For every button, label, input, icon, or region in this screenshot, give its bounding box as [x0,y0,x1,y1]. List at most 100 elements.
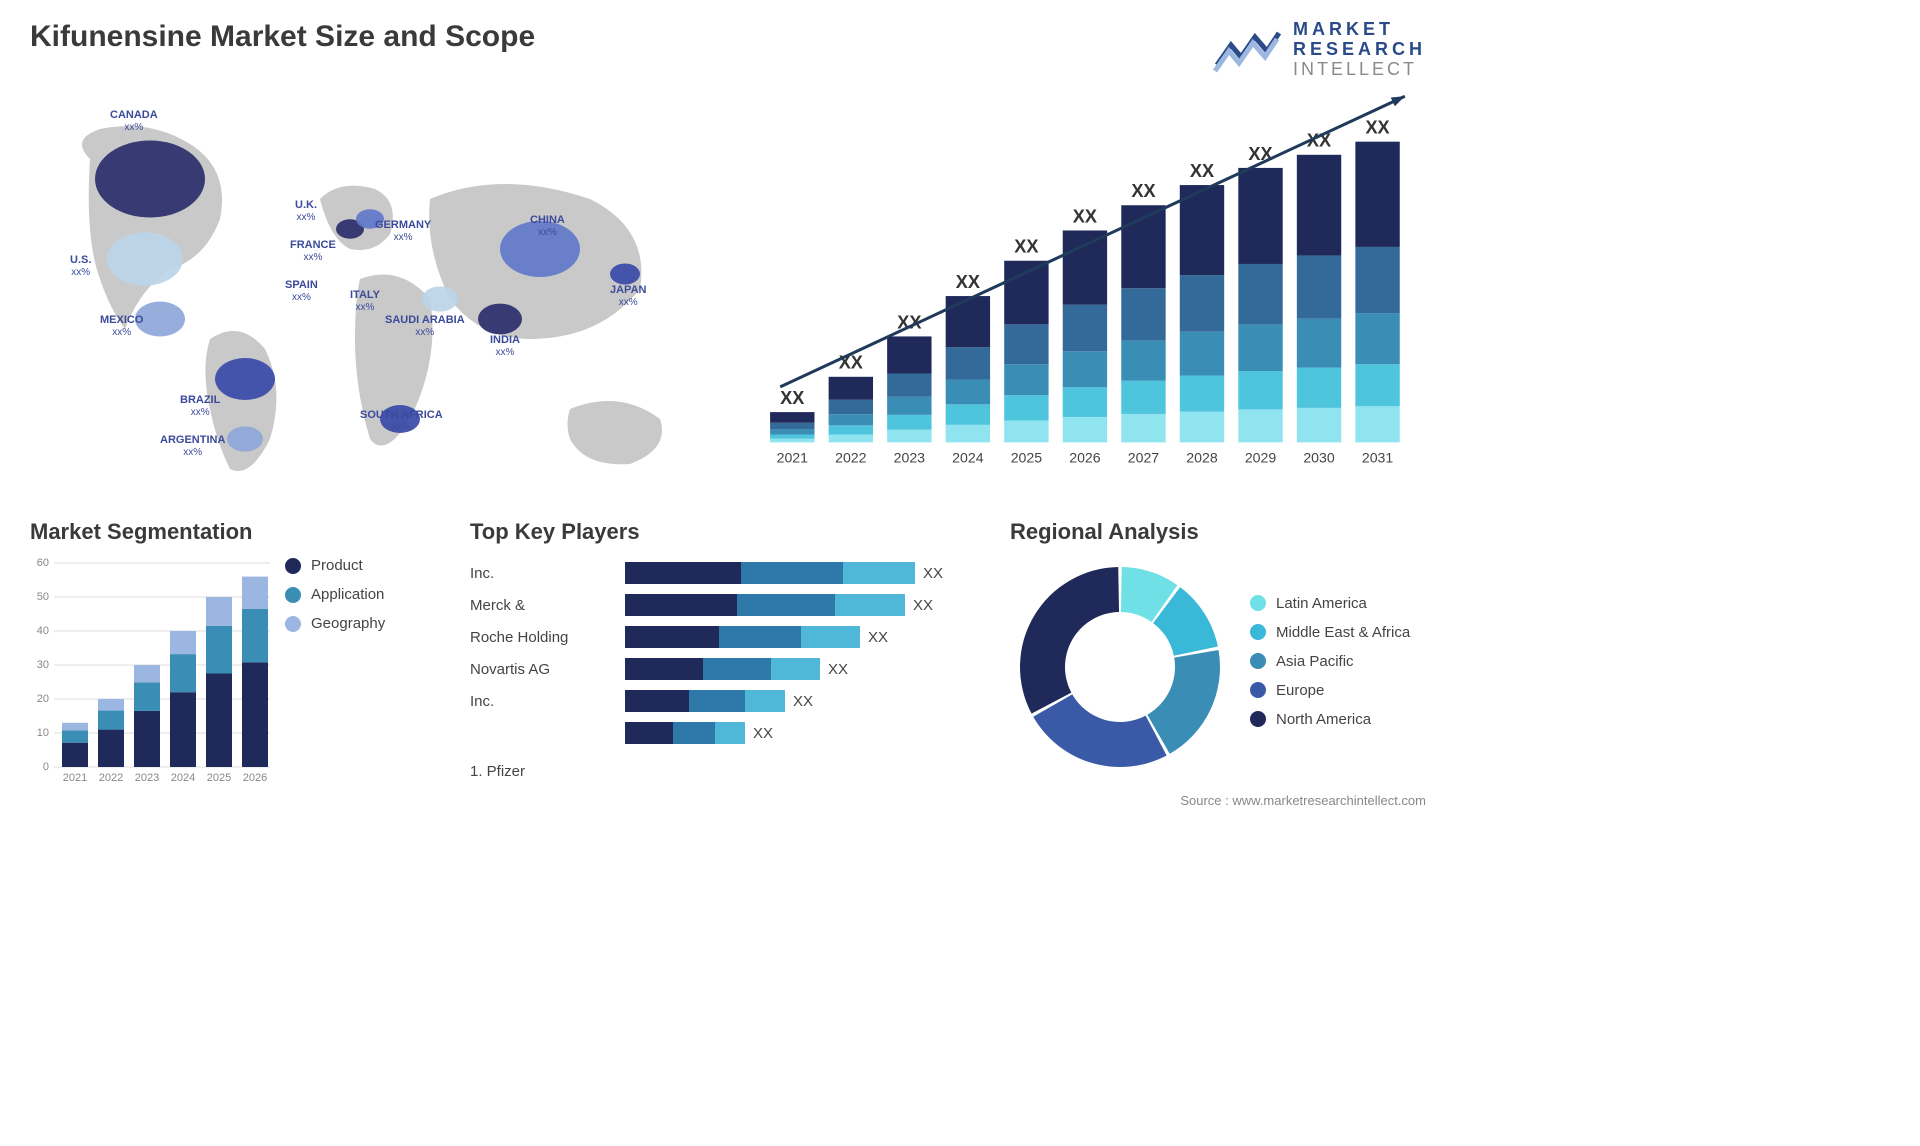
map-country-label: ARGENTINAxx% [160,434,225,458]
svg-text:2022: 2022 [835,450,867,466]
map-country-label: SPAINxx% [285,279,318,303]
map-country-label: U.S.xx% [70,254,91,278]
player-name: Roche Holding [470,621,610,653]
player-value: XX [923,565,943,582]
logo-mark-icon [1213,25,1283,75]
growth-chart: XX2021XX2022XX2023XX2024XX2025XX2026XX20… [760,89,1426,489]
svg-text:2031: 2031 [1362,450,1394,466]
map-country-label: SOUTH AFRICAxx% [360,409,443,433]
svg-text:2026: 2026 [243,772,267,784]
players-panel: Top Key Players Inc.Merck &Roche Holding… [470,519,990,792]
svg-text:XX: XX [1073,207,1097,227]
svg-text:10: 10 [37,727,49,739]
logo-line-3: INTELLECT [1293,60,1426,80]
segmentation-legend-item: Product [285,557,450,574]
svg-text:2024: 2024 [952,450,984,466]
svg-text:2024: 2024 [171,772,195,784]
regional-legend-item: Asia Pacific [1250,653,1426,670]
legend-dot-icon [285,558,301,574]
legend-label: North America [1276,711,1371,728]
svg-text:2025: 2025 [207,772,231,784]
player-name: Inc. [470,557,610,589]
svg-text:2021: 2021 [777,450,809,466]
segmentation-legend: Product Application Geography [285,557,450,792]
map-country-label: SAUDI ARABIAxx% [385,314,465,338]
player-value: XX [793,693,813,710]
page-title: Kifunensine Market Size and Scope [30,20,535,54]
logo-line-2: RESEARCH [1293,40,1426,60]
regional-title: Regional Analysis [1010,519,1426,545]
logo-line-1: MARKET [1293,20,1426,40]
svg-text:XX: XX [1190,161,1214,181]
legend-label: Asia Pacific [1276,653,1354,670]
player-value: XX [868,629,888,646]
svg-text:2023: 2023 [135,772,159,784]
map-country-label: U.K.xx% [295,199,317,223]
map-country-label: MEXICOxx% [100,314,143,338]
player-bar-row: XX [625,685,990,717]
player-name: Novartis AG [470,653,610,685]
svg-text:2022: 2022 [99,772,123,784]
player-name: Inc. [470,685,610,717]
legend-label: Europe [1276,682,1324,699]
legend-dot-icon [285,587,301,603]
source-note: Source : www.marketresearchintellect.com [1180,793,1426,808]
legend-label: Application [311,586,384,603]
growth-chart-panel: XX2021XX2022XX2023XX2024XX2025XX2026XX20… [760,89,1426,489]
players-names-list: Inc.Merck &Roche HoldingNovartis AGInc. [470,557,610,749]
svg-text:XX: XX [1365,118,1389,138]
player-bar-row: XX [625,717,990,749]
svg-text:XX: XX [780,388,804,408]
players-bars: XX XX XX XX XX XX [625,557,990,749]
regional-panel: Regional Analysis Latin America Middle Ea… [1010,519,1426,792]
player-value: XX [753,725,773,742]
svg-text:XX: XX [956,272,980,292]
map-country-label: JAPANxx% [610,284,646,308]
brand-logo: MARKET RESEARCH INTELLECT [1213,20,1426,79]
segmentation-chart: 0102030405060202120222023202420252026 [30,557,270,787]
player-name: Merck & [470,589,610,621]
svg-text:2027: 2027 [1128,450,1160,466]
legend-dot-icon [1250,595,1266,611]
legend-label: Middle East & Africa [1276,624,1410,641]
map-country-label: INDIAxx% [490,334,520,358]
world-map-panel: CANADAxx%U.S.xx%MEXICOxx%BRAZILxx%ARGENT… [30,89,730,489]
segmentation-title: Market Segmentation [30,519,450,545]
legend-dot-icon [1250,682,1266,698]
legend-label: Geography [311,615,385,632]
svg-text:2023: 2023 [894,450,926,466]
player-bar-row: XX [625,557,990,589]
svg-text:2021: 2021 [63,772,87,784]
map-country-label: CHINAxx% [530,214,565,238]
map-country-label: BRAZILxx% [180,394,220,418]
svg-text:2028: 2028 [1186,450,1218,466]
players-footnote: 1. Pfizer [470,763,990,780]
map-country-label: FRANCExx% [290,239,336,263]
regional-legend-item: Latin America [1250,595,1426,612]
legend-dot-icon [1250,653,1266,669]
legend-dot-icon [1250,624,1266,640]
svg-text:40: 40 [37,625,49,637]
svg-text:2030: 2030 [1303,450,1335,466]
svg-text:30: 30 [37,659,49,671]
svg-text:0: 0 [43,761,49,773]
regional-legend-item: Europe [1250,682,1426,699]
players-title: Top Key Players [470,519,990,545]
svg-text:60: 60 [37,557,49,569]
regional-donut-chart [1010,557,1230,777]
player-bar-row: XX [625,621,990,653]
player-bar-row: XX [625,589,990,621]
regional-legend-item: North America [1250,711,1426,728]
svg-text:XX: XX [1131,182,1155,202]
segmentation-legend-item: Geography [285,615,450,632]
regional-legend-item: Middle East & Africa [1250,624,1426,641]
svg-text:50: 50 [37,591,49,603]
player-bar-row: XX [625,653,990,685]
map-country-label: GERMANYxx% [375,219,431,243]
map-country-label: ITALYxx% [350,289,380,313]
legend-dot-icon [285,616,301,632]
player-value: XX [913,597,933,614]
player-value: XX [828,661,848,678]
segmentation-panel: Market Segmentation 01020304050602021202… [30,519,450,792]
regional-legend: Latin America Middle East & Africa Asia Pa… [1250,595,1426,740]
